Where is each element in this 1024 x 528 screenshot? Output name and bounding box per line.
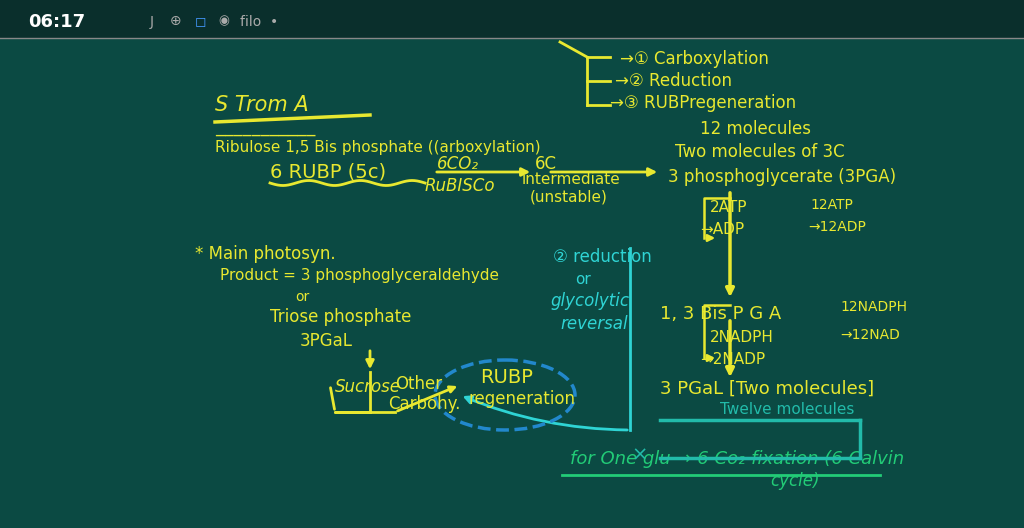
Text: 06:17: 06:17 <box>28 13 85 31</box>
Text: J: J <box>155 15 159 29</box>
Text: 6 RUBP (5c): 6 RUBP (5c) <box>270 162 386 181</box>
Text: Sucrose: Sucrose <box>335 378 401 396</box>
Text: 2NADPH: 2NADPH <box>710 330 774 345</box>
Text: ___________: ___________ <box>215 118 315 136</box>
Text: ⊕: ⊕ <box>170 14 181 28</box>
Text: S Trom A: S Trom A <box>215 95 308 115</box>
Text: or: or <box>295 290 309 304</box>
Text: ◉: ◉ <box>218 14 229 27</box>
Text: intermediate: intermediate <box>522 172 621 187</box>
Text: * Main photosyn.: * Main photosyn. <box>195 245 336 263</box>
Text: reversal: reversal <box>560 315 628 333</box>
Text: 12NADPH: 12NADPH <box>840 300 907 314</box>
Text: 3PGaL: 3PGaL <box>300 332 353 350</box>
Text: ◻: ◻ <box>195 14 207 28</box>
Text: →12NAD: →12NAD <box>840 328 900 342</box>
Text: Other: Other <box>395 375 442 393</box>
Text: Product = 3 phosphoglyceraldehyde: Product = 3 phosphoglyceraldehyde <box>220 268 499 283</box>
Text: Ribulose 1,5 Bis phosphate ((arboxylation): Ribulose 1,5 Bis phosphate ((arboxylatio… <box>215 140 541 155</box>
Text: RUBP: RUBP <box>480 368 532 387</box>
Text: →② Reduction: →② Reduction <box>615 72 732 90</box>
Text: 1, 3 Bis P G A: 1, 3 Bis P G A <box>660 305 781 323</box>
Text: →① Carboxylation: →① Carboxylation <box>620 50 769 68</box>
Text: 12ATP: 12ATP <box>810 198 853 212</box>
Text: filo  •: filo • <box>240 15 279 29</box>
Text: regeneration: regeneration <box>468 390 575 408</box>
Text: for One glu → 6 Co₂ fixation (6 Calvin: for One glu → 6 Co₂ fixation (6 Calvin <box>570 450 904 468</box>
Text: cycle): cycle) <box>770 472 819 490</box>
Text: 3 PGaL [Two molecules]: 3 PGaL [Two molecules] <box>660 380 874 398</box>
Text: filo  •: filo • <box>290 15 329 29</box>
Text: 3 phosphoglycerate (3PGA): 3 phosphoglycerate (3PGA) <box>668 168 896 186</box>
Text: or: or <box>575 272 591 287</box>
Text: glycolytic: glycolytic <box>550 292 629 310</box>
Text: J: J <box>150 15 154 29</box>
Bar <box>0 0 1024 38</box>
Text: 2ATP: 2ATP <box>710 200 748 215</box>
Text: 6CO₂: 6CO₂ <box>437 155 479 173</box>
Text: →ADP: →ADP <box>700 222 744 237</box>
Text: ×: × <box>632 446 648 465</box>
Text: →2NADP: →2NADP <box>700 352 765 367</box>
Text: 12 molecules: 12 molecules <box>700 120 811 138</box>
Text: 6C: 6C <box>535 155 557 173</box>
Text: →12ADP: →12ADP <box>808 220 866 234</box>
Text: 06:17: 06:17 <box>28 13 85 31</box>
Text: Triose phosphate: Triose phosphate <box>270 308 412 326</box>
Text: →③ RUBPregeneration: →③ RUBPregeneration <box>610 94 796 112</box>
Text: ② reduction: ② reduction <box>553 248 651 266</box>
Text: RuBISCo: RuBISCo <box>425 177 496 195</box>
Text: Twelve molecules: Twelve molecules <box>720 402 854 417</box>
Text: Carbohy.: Carbohy. <box>388 395 461 413</box>
Text: (unstable): (unstable) <box>530 190 608 205</box>
Text: Two molecules of 3C: Two molecules of 3C <box>675 143 845 161</box>
